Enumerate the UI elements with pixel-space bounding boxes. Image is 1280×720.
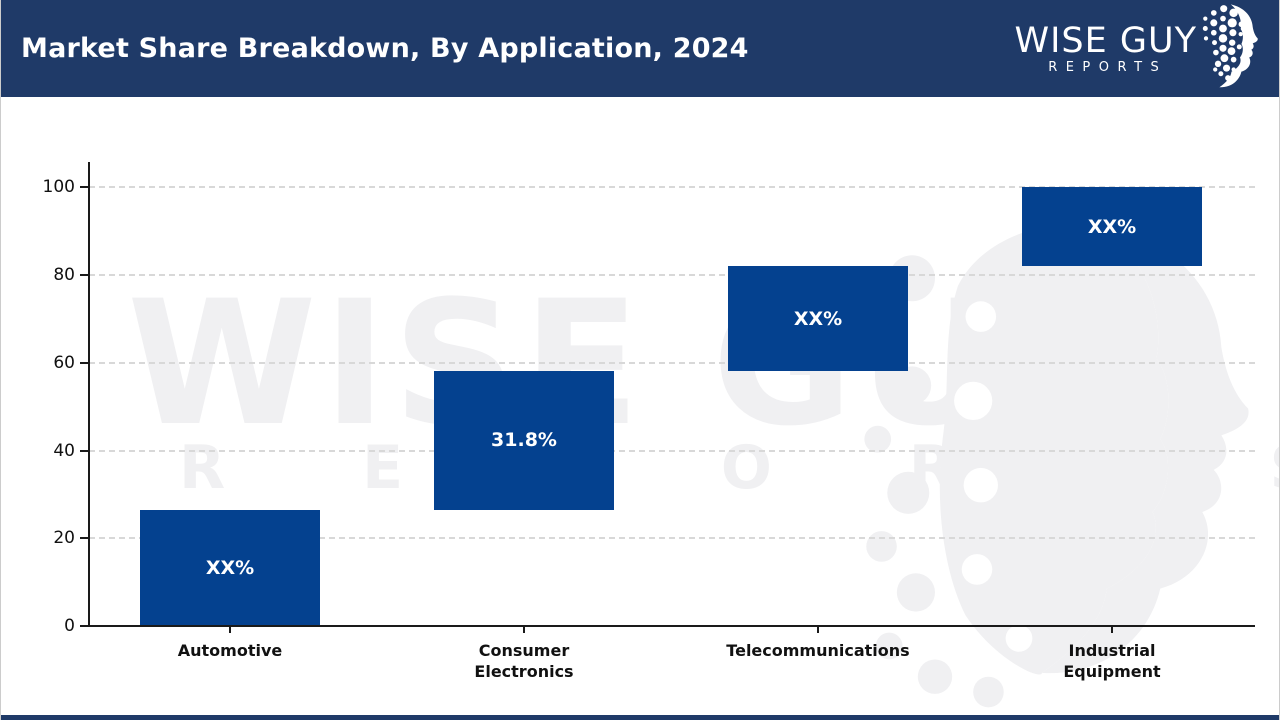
- bar-telecommunications: XX%: [728, 266, 908, 371]
- gridline: [89, 449, 1255, 452]
- x-axis-label-line: Equipment: [1063, 662, 1161, 681]
- y-axis-label: 60: [53, 352, 75, 373]
- bar-automotive: XX%: [140, 510, 320, 626]
- y-axis-tick: [80, 537, 88, 540]
- y-axis-tick: [80, 449, 88, 452]
- x-axis-tick: [229, 627, 231, 633]
- x-axis-label-telecommunications: Telecommunications: [703, 640, 933, 661]
- header: Market Share Breakdown, By Application, …: [1, 0, 1279, 97]
- x-axis-label-line: Electronics: [474, 662, 574, 681]
- logo-text: WISE GUY REPORTS: [1014, 23, 1197, 75]
- x-axis-label-consumer-electronics: Consumer Electronics: [409, 640, 639, 682]
- page-title: Market Share Breakdown, By Application, …: [21, 33, 749, 64]
- footer-bar: [1, 715, 1279, 720]
- wiseguy-logo: WISE GUY REPORTS: [1014, 0, 1269, 97]
- bar-value-label: XX%: [793, 307, 843, 330]
- x-axis-label-line: Industrial: [1068, 641, 1156, 660]
- bar-consumer-electronics: 31.8%: [434, 370, 614, 511]
- logo-subtitle: REPORTS: [1048, 59, 1168, 75]
- x-axis-label-line: Consumer: [478, 641, 570, 660]
- gridline: [89, 186, 1255, 189]
- gridline: [89, 274, 1255, 277]
- y-axis-line: [88, 162, 90, 627]
- x-axis-label-line: Automotive: [177, 641, 283, 660]
- y-axis-label: 20: [53, 528, 75, 549]
- x-axis-tick: [817, 627, 819, 633]
- bar-value-label: XX%: [205, 557, 255, 580]
- x-axis-tick: [1111, 627, 1113, 633]
- y-axis-label: 100: [42, 177, 75, 198]
- wiseguy-face-icon: [1202, 3, 1258, 87]
- y-axis-tick: [80, 274, 88, 277]
- chart-area: WISE GUY. R E P O R T S 0 20 40 60 80 100 XX% 3…: [1, 97, 1279, 715]
- bar-industrial-equipment: XX%: [1022, 187, 1202, 267]
- y-axis-label: 0: [64, 616, 75, 636]
- x-axis-label-industrial-equipment: Industrial Equipment: [997, 640, 1227, 682]
- x-axis-label-automotive: Automotive: [115, 640, 345, 661]
- bar-value-label: XX%: [1087, 215, 1137, 238]
- y-axis-tick: [80, 625, 88, 627]
- gridline: [89, 537, 1255, 540]
- y-axis-tick: [80, 186, 88, 189]
- y-axis-tick: [80, 361, 88, 364]
- y-axis-label: 40: [53, 440, 75, 461]
- logo-wordmark: WISE GUY: [1014, 20, 1197, 61]
- y-axis-label: 80: [53, 265, 75, 286]
- x-axis-label-line: Telecommunications: [726, 641, 910, 660]
- gridline: [89, 361, 1255, 364]
- x-axis-tick: [523, 627, 525, 633]
- bar-value-label: 31.8%: [491, 429, 557, 452]
- x-axis-line: [88, 625, 1255, 627]
